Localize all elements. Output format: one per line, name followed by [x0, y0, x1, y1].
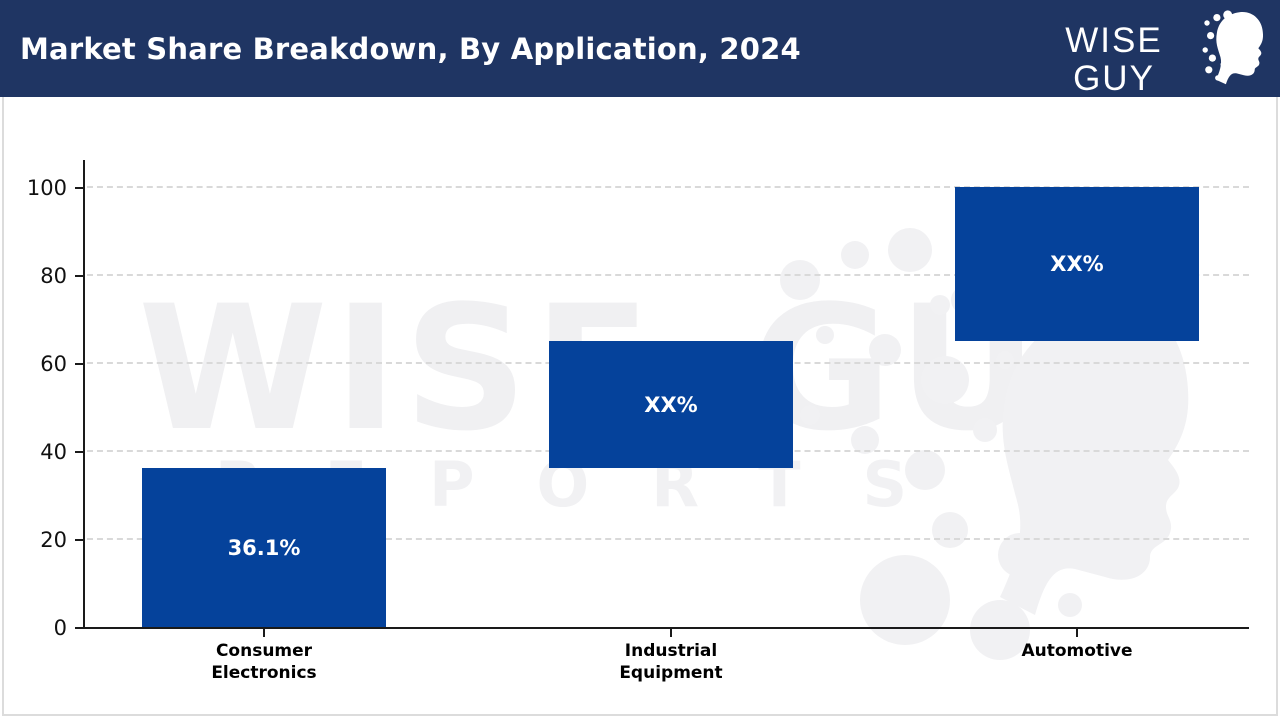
x-tickmark-1 [670, 629, 672, 637]
y-tick-label-80: 80 [40, 264, 67, 288]
x-category-label-line: Equipment [619, 663, 723, 683]
bar-automotive: XX% [955, 187, 1199, 341]
x-category-label-line: Electronics [211, 663, 317, 683]
header: Market Share Breakdown, By Application, … [0, 0, 1280, 114]
x-tickmark-0 [263, 629, 265, 637]
y-tickmark-60 [75, 363, 83, 365]
y-tick-label-0: 0 [53, 616, 67, 640]
bar-industrial-equipment: XX% [549, 341, 793, 469]
y-tick-label-100: 100 [26, 176, 67, 200]
y-tickmark-0 [75, 627, 83, 629]
logo-face-icon [1202, 10, 1264, 85]
gridline-80 [87, 274, 1249, 276]
page-title: Market Share Breakdown, By Application, … [20, 31, 801, 66]
y-tickmark-80 [75, 275, 83, 277]
y-tickmark-40 [75, 451, 83, 453]
gridline-100 [87, 186, 1249, 188]
x-category-label: Consumer Electronics [134, 640, 394, 684]
x-category-label-line: Industrial [624, 641, 718, 661]
x-category-label: Automotive [947, 640, 1207, 662]
bar-value-label: XX% [644, 392, 698, 417]
x-category-label: Industrial Equipment [541, 640, 801, 684]
x-category-label-line: Automotive [1021, 641, 1133, 661]
logo-wordmark: WISE GUY [1065, 21, 1163, 98]
y-tick-label-40: 40 [40, 440, 67, 464]
bar-value-label: XX% [1050, 252, 1104, 276]
y-tick-label-20: 20 [40, 528, 67, 552]
x-axis [83, 627, 1249, 629]
brand-logo: WISE GUY REPORTS [1030, 6, 1270, 114]
y-axis [83, 160, 85, 629]
x-category-label-line: Consumer [215, 641, 313, 661]
y-tickmark-20 [75, 539, 83, 541]
gridline-20 [87, 538, 1249, 540]
y-tickmark-100 [75, 187, 83, 189]
bar-value-label: 36.1% [227, 535, 301, 560]
bar-consumer-electronics: 36.1% [142, 468, 386, 627]
x-tickmark-2 [1076, 629, 1078, 637]
y-tick-label-60: 60 [40, 352, 67, 376]
